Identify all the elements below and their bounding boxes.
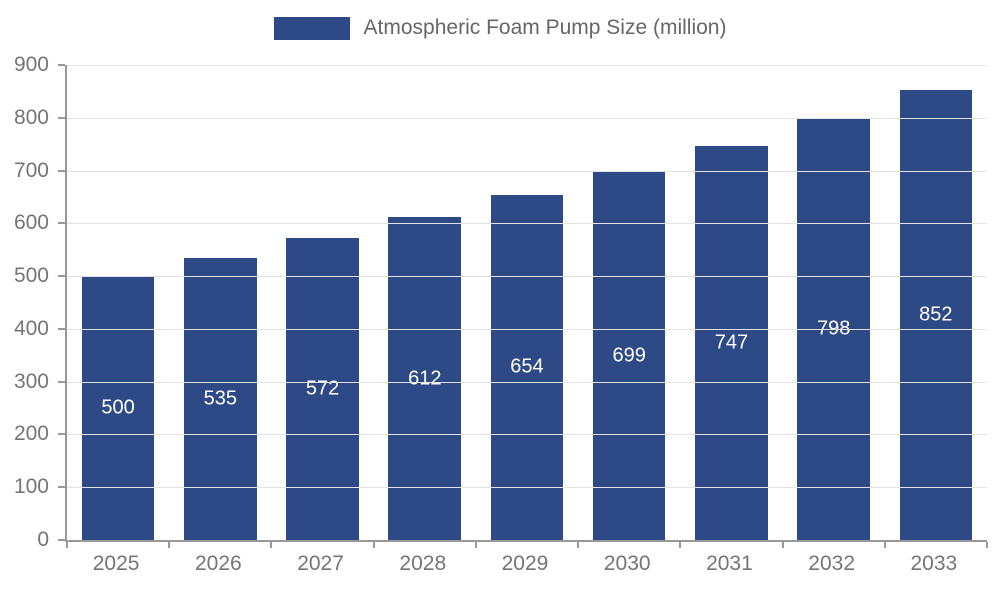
x-axis-tick xyxy=(883,542,886,548)
x-tick-label: 2032 xyxy=(808,552,855,575)
bar-cell: 747 xyxy=(680,65,782,540)
y-tick-label: 500 xyxy=(13,264,49,288)
y-axis-tick xyxy=(58,486,65,489)
bar-cell: 612 xyxy=(374,65,476,540)
gridline xyxy=(67,117,987,119)
y-axis-tick xyxy=(58,433,65,436)
x-tick-label: 2030 xyxy=(603,552,651,575)
bar-value-label: 612 xyxy=(408,367,442,389)
x-axis-tick xyxy=(168,542,171,548)
gridline xyxy=(67,487,987,489)
gridline xyxy=(67,223,987,225)
bar: 654 xyxy=(490,194,564,540)
x-tick-label: 2031 xyxy=(706,552,753,575)
bar-cell: 852 xyxy=(885,65,987,540)
y-tick-label: 300 xyxy=(13,369,49,393)
bar: 612 xyxy=(388,217,462,540)
bars-group: 500 535 572 612 654 699 747 798 852 xyxy=(67,65,987,540)
y-axis-tick xyxy=(58,64,65,66)
legend-swatch xyxy=(273,16,350,40)
bar: 535 xyxy=(184,257,257,540)
x-axis-tick xyxy=(372,542,375,548)
y-axis-tick xyxy=(58,222,65,225)
y-tick-label: 400 xyxy=(13,316,49,340)
bar-value-label: 654 xyxy=(510,355,544,378)
y-tick-label: 600 xyxy=(13,211,49,235)
gridline xyxy=(67,65,987,66)
x-axis-tick xyxy=(986,542,988,548)
x-axis-tick xyxy=(66,542,68,548)
x-tick-label: 2025 xyxy=(92,552,140,575)
y-axis-tick xyxy=(58,116,65,119)
x-axis-tick xyxy=(679,542,682,548)
y-tick-label: 900 xyxy=(13,53,49,76)
y-axis-tick xyxy=(58,275,65,278)
gridline xyxy=(67,328,987,330)
y-tick-label: 800 xyxy=(13,105,49,129)
y-tick-label: 200 xyxy=(13,422,49,446)
x-axis-tick xyxy=(474,542,477,548)
y-axis-tick xyxy=(58,327,65,330)
bar: 572 xyxy=(286,238,359,540)
gridline xyxy=(67,381,987,383)
x-axis-tick xyxy=(781,542,784,548)
x-axis-labels: 2025 2026 2027 2028 2029 2030 2031 2032 2033 xyxy=(65,552,985,576)
y-axis-tick xyxy=(58,380,65,383)
gridline xyxy=(67,434,987,436)
bar-cell: 572 xyxy=(271,65,373,540)
bar-cell: 654 xyxy=(476,65,578,540)
legend: Atmospheric Foam Pump Size (million) xyxy=(0,16,1000,40)
bar-value-label: 747 xyxy=(714,331,749,354)
bar-value-label: 699 xyxy=(612,344,646,367)
x-axis-tick xyxy=(577,542,580,548)
x-tick-label: 2033 xyxy=(910,552,958,575)
bar-value-label: 535 xyxy=(203,387,238,410)
bar-cell: 500 xyxy=(67,65,169,540)
y-tick-label: 0 xyxy=(37,528,49,551)
bar-cell: 699 xyxy=(578,65,680,540)
bar-value-label: 500 xyxy=(101,396,135,419)
legend-label: Atmospheric Foam Pump Size (million) xyxy=(363,16,727,39)
plot-area: 500 535 572 612 654 699 747 798 852 xyxy=(58,64,988,548)
bar: 852 xyxy=(899,90,973,540)
bar-value-label: 852 xyxy=(919,303,953,326)
bar-cell: 535 xyxy=(169,65,271,540)
y-axis-tick xyxy=(58,169,65,172)
y-axis-labels: 0 100 200 300 400 500 600 700 800 900 xyxy=(0,53,55,551)
bar-value-label: 572 xyxy=(305,377,340,400)
y-tick-label: 700 xyxy=(13,158,49,182)
gridline xyxy=(67,170,987,172)
bar-cell: 798 xyxy=(783,65,885,540)
y-axis-tick xyxy=(58,539,65,541)
x-tick-label: 2027 xyxy=(297,552,344,575)
x-tick-label: 2028 xyxy=(399,552,447,575)
x-axis-tick xyxy=(270,542,273,548)
y-tick-label: 100 xyxy=(13,475,49,499)
bar: 747 xyxy=(695,145,768,540)
bar: 500 xyxy=(81,276,155,540)
x-tick-label: 2029 xyxy=(501,552,549,575)
x-tick-label: 2026 xyxy=(194,552,242,575)
gridline xyxy=(67,276,987,278)
bar: 699 xyxy=(592,171,666,540)
